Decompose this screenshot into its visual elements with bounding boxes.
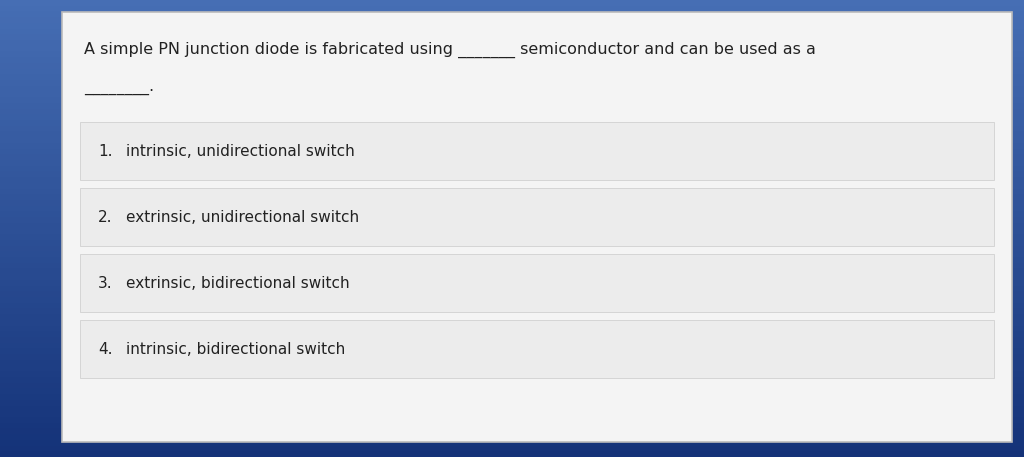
- Bar: [0, 354, 1024, 360]
- Bar: [0, 366, 1024, 371]
- Bar: [0, 171, 1024, 177]
- Bar: [0, 109, 1024, 114]
- Bar: [0, 429, 1024, 434]
- Bar: [0, 303, 1024, 308]
- Bar: [0, 269, 1024, 274]
- Bar: [0, 211, 1024, 217]
- Bar: [0, 11, 1024, 17]
- Bar: [0, 348, 1024, 354]
- Bar: [80, 320, 994, 378]
- Bar: [0, 103, 1024, 108]
- Bar: [0, 452, 1024, 457]
- Bar: [0, 166, 1024, 171]
- Bar: [0, 86, 1024, 91]
- Text: extrinsic, bidirectional switch: extrinsic, bidirectional switch: [126, 276, 349, 291]
- Bar: [0, 417, 1024, 423]
- Bar: [0, 188, 1024, 194]
- Bar: [0, 137, 1024, 143]
- Bar: [0, 314, 1024, 320]
- Bar: [0, 331, 1024, 337]
- Bar: [0, 411, 1024, 417]
- Text: ________.: ________.: [84, 80, 155, 96]
- Text: 4.: 4.: [98, 341, 113, 356]
- Text: A simple PN junction diode is fabricated using _______ semiconductor and can be : A simple PN junction diode is fabricated…: [84, 42, 816, 58]
- Bar: [0, 360, 1024, 366]
- Bar: [0, 434, 1024, 440]
- Bar: [0, 52, 1024, 57]
- Bar: [0, 206, 1024, 211]
- Bar: [0, 80, 1024, 86]
- Bar: [0, 114, 1024, 120]
- Bar: [0, 257, 1024, 263]
- Bar: [0, 228, 1024, 234]
- Bar: [0, 251, 1024, 257]
- Bar: [0, 177, 1024, 183]
- Bar: [0, 69, 1024, 74]
- Bar: [0, 286, 1024, 292]
- Bar: [0, 400, 1024, 406]
- Bar: [80, 188, 994, 246]
- Bar: [0, 183, 1024, 188]
- Bar: [0, 394, 1024, 400]
- Bar: [80, 254, 994, 312]
- Bar: [0, 263, 1024, 269]
- Bar: [0, 200, 1024, 206]
- Bar: [0, 160, 1024, 166]
- Bar: [0, 406, 1024, 411]
- Bar: [0, 132, 1024, 137]
- Text: intrinsic, bidirectional switch: intrinsic, bidirectional switch: [126, 341, 345, 356]
- FancyBboxPatch shape: [62, 12, 1012, 442]
- Bar: [0, 337, 1024, 343]
- Bar: [0, 154, 1024, 160]
- Text: 1.: 1.: [98, 143, 113, 159]
- Bar: [0, 23, 1024, 28]
- Bar: [0, 120, 1024, 126]
- Bar: [0, 446, 1024, 452]
- Bar: [0, 149, 1024, 154]
- Bar: [0, 5, 1024, 11]
- Text: 3.: 3.: [98, 276, 113, 291]
- Bar: [0, 297, 1024, 303]
- Bar: [0, 423, 1024, 429]
- Bar: [0, 17, 1024, 23]
- Text: 2.: 2.: [98, 209, 113, 224]
- Bar: [0, 194, 1024, 200]
- Bar: [0, 292, 1024, 297]
- Bar: [0, 440, 1024, 446]
- Bar: [0, 325, 1024, 331]
- Bar: [0, 246, 1024, 251]
- Bar: [0, 308, 1024, 314]
- Text: intrinsic, unidirectional switch: intrinsic, unidirectional switch: [126, 143, 354, 159]
- Bar: [0, 126, 1024, 132]
- Bar: [0, 320, 1024, 325]
- Bar: [0, 234, 1024, 240]
- Bar: [0, 0, 1024, 5]
- Bar: [0, 240, 1024, 246]
- Bar: [0, 97, 1024, 103]
- Bar: [0, 383, 1024, 388]
- Bar: [0, 217, 1024, 223]
- Bar: [0, 377, 1024, 383]
- Bar: [0, 57, 1024, 63]
- Bar: [0, 274, 1024, 280]
- Bar: [0, 34, 1024, 40]
- Bar: [0, 223, 1024, 228]
- Bar: [0, 63, 1024, 69]
- Bar: [0, 40, 1024, 46]
- Bar: [0, 280, 1024, 286]
- Bar: [0, 74, 1024, 80]
- Bar: [80, 122, 994, 180]
- Text: extrinsic, unidirectional switch: extrinsic, unidirectional switch: [126, 209, 359, 224]
- Bar: [0, 46, 1024, 51]
- Bar: [0, 143, 1024, 149]
- Bar: [0, 371, 1024, 377]
- Bar: [0, 388, 1024, 394]
- Bar: [0, 91, 1024, 97]
- Bar: [0, 28, 1024, 34]
- Bar: [0, 343, 1024, 348]
